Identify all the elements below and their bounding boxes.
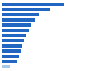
- Bar: [2, 3, 64, 6]
- Bar: [2, 49, 21, 53]
- Bar: [2, 13, 39, 16]
- Bar: [2, 29, 29, 32]
- Bar: [2, 18, 35, 22]
- Bar: [2, 55, 19, 58]
- Bar: [2, 65, 10, 68]
- Bar: [2, 39, 24, 42]
- Bar: [2, 34, 26, 37]
- Bar: [2, 24, 31, 27]
- Bar: [2, 8, 50, 11]
- Bar: [2, 60, 17, 63]
- Bar: [2, 44, 22, 47]
